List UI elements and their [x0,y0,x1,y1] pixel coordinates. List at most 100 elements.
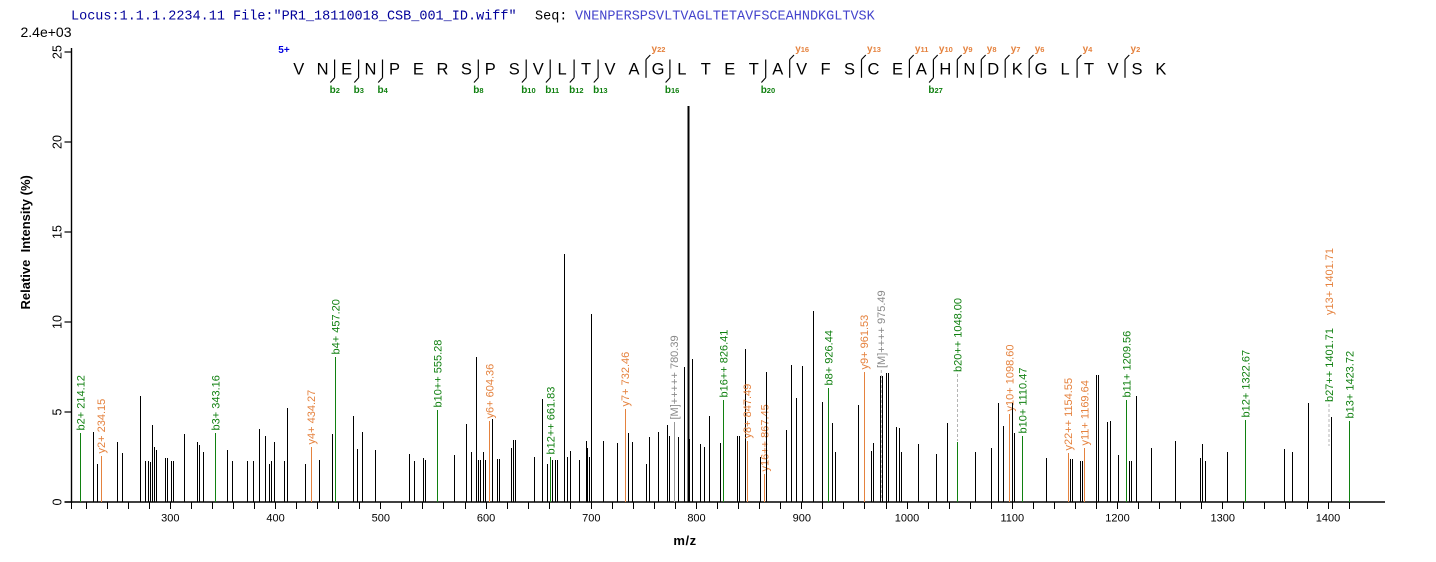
svg-text:b12: b12 [569,85,583,96]
svg-text:b11: b11 [545,85,559,96]
svg-text:V: V [1107,61,1118,79]
svg-text:b16: b16 [665,85,679,96]
svg-text:b20++ 1048.00: b20++ 1048.00 [952,298,964,372]
svg-text:S: S [1131,61,1142,79]
svg-text:y4: y4 [1083,44,1094,55]
svg-text:5+: 5+ [278,45,290,56]
svg-text:y7: y7 [1011,44,1021,55]
svg-text:T: T [701,61,711,79]
svg-text:1400: 1400 [1316,513,1340,525]
svg-text:b10++ 555.28: b10++ 555.28 [433,340,445,408]
svg-text:800: 800 [687,513,705,525]
svg-text:y22++ 1154.55: y22++ 1154.55 [1063,378,1075,451]
svg-text:E: E [341,61,352,79]
svg-text:y13+ 1401.71: y13+ 1401.71 [1324,248,1336,315]
svg-text:b8+ 926.44: b8+ 926.44 [824,330,836,385]
svg-text:y13: y13 [867,44,881,55]
svg-text:b10+ 1110.47: b10+ 1110.47 [1017,368,1029,434]
svg-text:15: 15 [51,225,65,239]
svg-text:b16++ 826.41: b16++ 826.41 [719,330,731,398]
svg-text:T: T [581,61,591,79]
svg-text:A: A [772,61,783,79]
svg-text:b20: b20 [761,85,775,96]
svg-text:b3: b3 [354,85,364,96]
svg-text:G: G [1035,61,1048,79]
svg-text:y2: y2 [1131,44,1141,55]
svg-text:y4+ 434.27: y4+ 434.27 [306,390,318,445]
svg-text:[M]++++ 975.49: [M]++++ 975.49 [876,290,888,368]
svg-text:1300: 1300 [1211,513,1235,525]
svg-text:y22: y22 [652,44,666,55]
svg-text:y16++ 867.45: y16++ 867.45 [760,404,772,471]
svg-text:y6: y6 [1035,44,1045,55]
svg-text:R: R [436,61,448,79]
svg-text:S: S [461,61,472,79]
svg-text:300: 300 [161,513,179,525]
svg-text:N: N [963,61,975,79]
svg-text:1200: 1200 [1105,513,1129,525]
svg-text:600: 600 [477,513,495,525]
svg-text:m/z: m/z [673,533,696,548]
svg-text:b27: b27 [928,85,942,96]
svg-text:y7+ 732.46: y7+ 732.46 [620,352,632,407]
svg-text:S: S [844,61,855,79]
svg-text:b3+ 343.16: b3+ 343.16 [211,375,223,430]
svg-text:N: N [365,61,377,79]
svg-text:H: H [939,61,951,79]
svg-text:D: D [987,61,999,79]
svg-text:5: 5 [51,408,65,415]
svg-text:[M]+++++ 780.39: [M]+++++ 780.39 [669,335,681,419]
svg-text:Relative Intensity (%): Relative Intensity (%) [18,175,33,309]
svg-text:y8: y8 [987,44,997,55]
svg-text:L: L [677,61,686,79]
svg-text:N: N [317,61,329,79]
svg-text:b2+ 214.12: b2+ 214.12 [75,375,87,430]
svg-text:P: P [485,61,496,79]
svg-text:y10: y10 [939,44,953,55]
svg-text:C: C [868,61,880,79]
svg-text:y9: y9 [963,44,973,55]
svg-text:500: 500 [372,513,390,525]
svg-text:y8+ 847.49: y8+ 847.49 [742,384,754,439]
svg-text:Seq:: Seq: [535,10,567,25]
svg-text:K: K [1012,61,1023,79]
svg-text:b4+ 457.20: b4+ 457.20 [331,299,343,354]
svg-text:y16: y16 [795,44,809,55]
svg-text:G: G [652,61,665,79]
svg-text:A: A [628,61,639,79]
svg-text:A: A [916,61,927,79]
svg-text:b12++ 661.83: b12++ 661.83 [546,387,558,455]
svg-text:F: F [821,61,831,79]
svg-text:b2: b2 [330,85,340,96]
svg-text:P: P [389,61,400,79]
svg-text:E: E [724,61,735,79]
svg-text:b13+ 1423.72: b13+ 1423.72 [1345,351,1357,419]
svg-text:10: 10 [51,315,65,329]
svg-text:b27++ 1401.71: b27++ 1401.71 [1324,328,1336,402]
svg-text:y10+ 1098.60: y10+ 1098.60 [1004,345,1016,412]
svg-text:S: S [509,61,520,79]
svg-text:25: 25 [51,45,65,59]
svg-text:E: E [413,61,424,79]
svg-text:700: 700 [582,513,600,525]
svg-text:20: 20 [51,135,65,149]
svg-text:1100: 1100 [1000,513,1024,525]
svg-text:1000: 1000 [895,513,919,525]
svg-text:K: K [1155,61,1166,79]
svg-text:L: L [558,61,567,79]
svg-text:T: T [749,61,759,79]
svg-text:y2+ 234.15: y2+ 234.15 [96,399,108,454]
svg-text:b13: b13 [593,85,607,96]
svg-text:2.4e+03: 2.4e+03 [21,24,72,40]
svg-text:y9+ 961.53: y9+ 961.53 [859,315,871,370]
svg-text:E: E [892,61,903,79]
svg-text:V: V [533,61,544,79]
svg-text:b8: b8 [473,85,483,96]
svg-text:y11+ 1169.64: y11+ 1169.64 [1080,380,1092,445]
svg-text:900: 900 [793,513,811,525]
svg-text:T: T [1084,61,1094,79]
svg-text:b11+ 1209.56: b11+ 1209.56 [1121,331,1133,398]
svg-text:y11: y11 [915,44,929,55]
svg-text:V: V [796,61,807,79]
svg-text:b4: b4 [378,85,389,96]
